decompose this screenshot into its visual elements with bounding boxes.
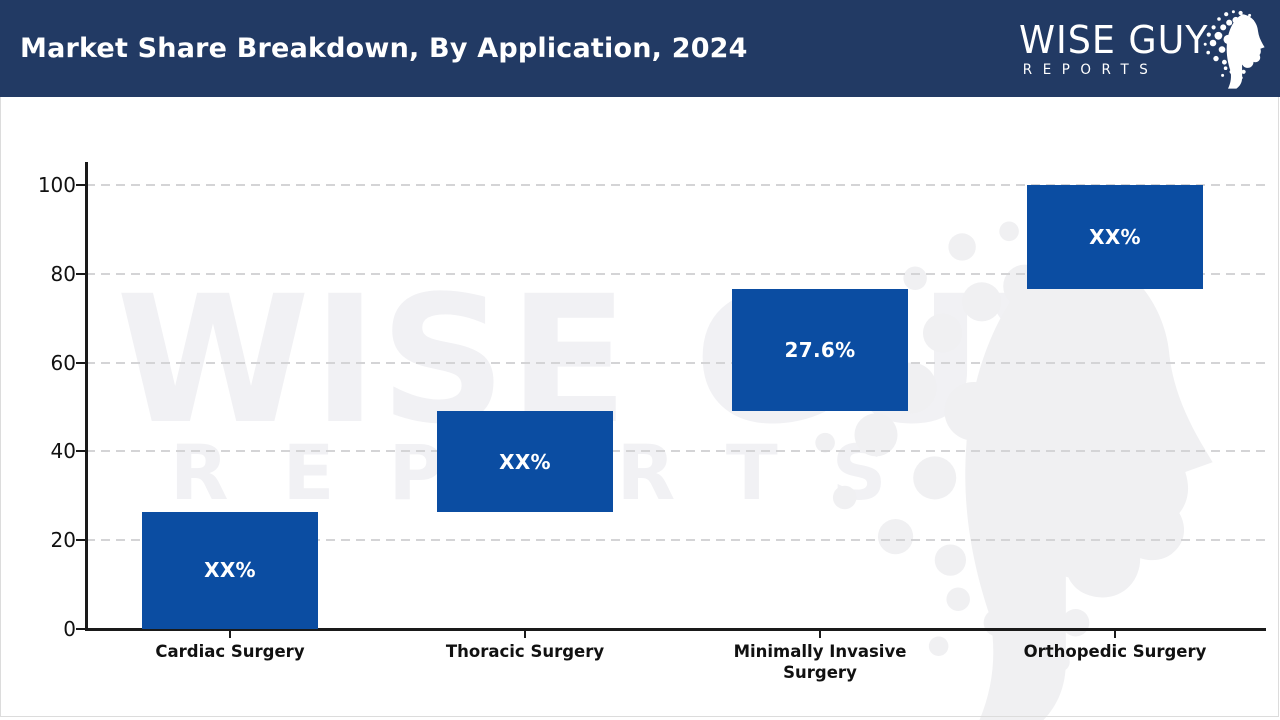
- page-title: Market Share Breakdown, By Application, …: [20, 33, 748, 64]
- x-axis-tick: [819, 630, 821, 638]
- y-tick-label: 40: [50, 439, 76, 464]
- gridline-60: [86, 361, 1266, 364]
- header: Market Share Breakdown, By Application, …: [0, 0, 1280, 97]
- y-tick-label: 100: [37, 173, 76, 197]
- y-tick-label: 0: [63, 617, 76, 641]
- brand-logo-text: WISE GUY REPORTS: [1018, 20, 1208, 78]
- brand-name: WISE GUY: [1018, 17, 1209, 62]
- gridline-80: [86, 272, 1266, 275]
- bar-value-label: XX%: [499, 449, 551, 474]
- y-tick-label: 20: [50, 528, 76, 553]
- category-label: Cardiac Surgery: [155, 642, 305, 661]
- bar-segment: 27.6%: [732, 288, 908, 412]
- watermark-text: WISE GUY: [116, 258, 1115, 463]
- gridline-40: [86, 450, 1266, 453]
- x-axis-tick: [524, 630, 526, 638]
- bar-value-label: XX%: [204, 558, 256, 583]
- bar-segment: XX%: [142, 511, 318, 629]
- y-axis-tick: [76, 361, 85, 364]
- category-label: Orthopedic Surgery: [1023, 642, 1207, 661]
- bar-value-label: 27.6%: [784, 338, 856, 363]
- y-axis-tick: [76, 539, 85, 542]
- x-axis-tick: [229, 630, 231, 638]
- gridline-20: [86, 539, 1266, 542]
- category-label: Minimally Invasive Surgery: [733, 642, 907, 682]
- y-axis-tick: [76, 184, 85, 186]
- y-tick-label: 80: [50, 261, 76, 286]
- y-axis-tick: [76, 628, 85, 630]
- x-axis-line: [85, 627, 1266, 631]
- bar-value-label: XX%: [1089, 224, 1141, 249]
- brand-subtitle: REPORTS: [1022, 61, 1158, 78]
- y-axis-line: [85, 162, 88, 630]
- brand-logo: WISE GUY REPORTS: [1015, 7, 1270, 91]
- y-axis-tick: [76, 272, 85, 275]
- gridline-100: [86, 184, 1266, 186]
- y-tick-label: 60: [50, 350, 76, 375]
- category-label: Thoracic Surgery: [445, 642, 605, 661]
- y-axis-tick: [76, 450, 85, 453]
- bar-segment: XX%: [1027, 185, 1203, 289]
- bar-segment: XX%: [437, 411, 613, 512]
- x-axis-tick: [1114, 630, 1116, 638]
